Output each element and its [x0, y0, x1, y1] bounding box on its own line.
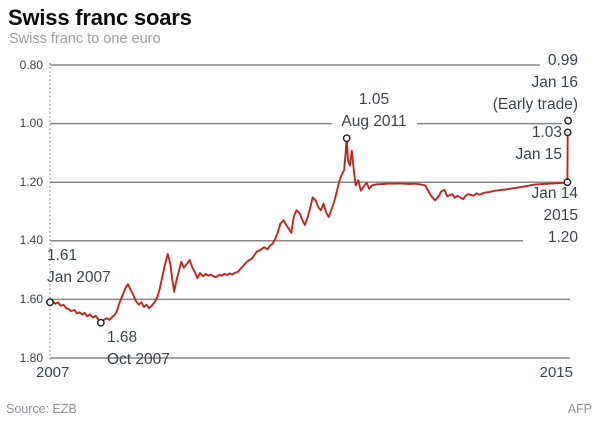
annotation-jan-14-2015: Jan 14 2015 1.20 [531, 183, 578, 249]
marker-oct2007 [96, 318, 105, 327]
annotation-value: 1.68 [107, 329, 138, 346]
y-axis-tick-0.80: 0.80 [19, 57, 43, 72]
marker-jan14 [563, 178, 572, 187]
annotation-value: 0.99 [547, 52, 578, 69]
y-axis-tick-1.40: 1.40 [19, 233, 43, 248]
annotation-jan-2007: 1.61 Jan 2007 [47, 245, 111, 289]
annotation-date: Jan 16 [531, 74, 578, 91]
annotation-value: 1.05 [358, 91, 390, 108]
marker-jan16 [564, 116, 572, 125]
annotation-date: Aug 2011 [341, 113, 407, 130]
x-axis-tick-2007: 2007 [36, 364, 70, 381]
chart-subtitle: Swiss franc to one euro [9, 31, 161, 47]
marker-aug2011 [342, 134, 351, 143]
annotation-note: (Early trade) [492, 96, 578, 113]
marker-jan15 [563, 128, 572, 137]
marker-start [46, 298, 54, 307]
annotation-jan-16-early-trade: 0.99 Jan 16 (Early trade) [493, 50, 578, 116]
annotation-year: 2015 [543, 207, 578, 224]
credit-label: AFP [567, 402, 592, 416]
x-axis-tick-2015: 2015 [539, 364, 573, 381]
annotation-value: 1.03 [531, 124, 562, 141]
annotation-value: 1.20 [547, 229, 578, 246]
series-line-swiss-franc-per-euro [49, 131, 569, 324]
annotation-date: Oct 2007 [107, 351, 170, 368]
y-axis-tick-1.00: 1.00 [19, 116, 43, 131]
y-axis-tick-1.80: 1.80 [19, 350, 43, 365]
y-axis-tick-1.60: 1.60 [19, 291, 43, 306]
annotation-aug-2011: 1.05 Aug 2011 [309, 89, 439, 133]
annotation-jan-15: 1.03 Jan 15 [515, 122, 562, 166]
annotation-date: Jan 14 [531, 185, 578, 202]
y-axis-tick-1.20: 1.20 [19, 174, 43, 189]
annotation-date: Jan 15 [515, 146, 562, 163]
source-label: Source: EZB [6, 402, 77, 416]
annotation-value: 1.61 [47, 247, 78, 264]
annotation-date: Jan 2007 [47, 269, 111, 286]
annotation-oct-2007: 1.68 Oct 2007 [107, 327, 170, 371]
page-title: Swiss franc soars [8, 5, 192, 30]
